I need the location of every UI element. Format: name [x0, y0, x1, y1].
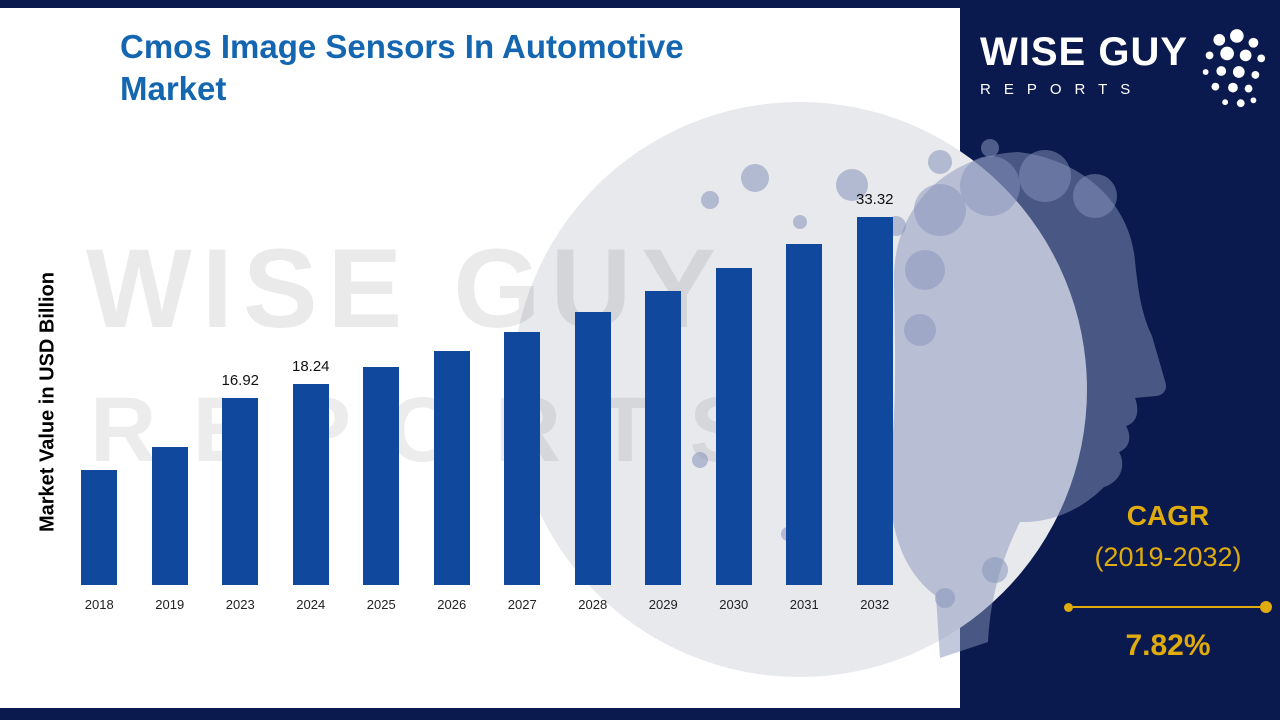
bar-2023 — [222, 398, 259, 585]
bar-slot: 2026 — [417, 217, 488, 612]
cagr-label: CAGR — [1126, 500, 1210, 531]
bar-2027 — [504, 332, 541, 585]
y-axis-label: Market Value in USD Billion — [36, 271, 59, 533]
logo: WISE GUY REPORTS — [980, 29, 1270, 116]
logo-face-icon — [1202, 29, 1266, 108]
cagr-block: CAGR (2019-2032) 7.82% — [1062, 500, 1274, 663]
x-axis-tick-label: 2019 — [155, 597, 185, 612]
top-border — [0, 0, 1280, 8]
bar-slot: 18.24 2024 — [276, 217, 347, 613]
bar-plot: 2018 2019 16.92 2023 18.24 2024 2025 2026 2027 20… — [64, 191, 911, 613]
cagr-range: (2019-2032) — [1094, 542, 1242, 572]
bar-2030 — [715, 268, 752, 585]
bar-2028 — [574, 312, 611, 585]
bar-slot: 2031 — [769, 217, 840, 612]
bar-slot: 2019 — [135, 217, 206, 612]
cagr-value: 7.82% — [1125, 629, 1211, 662]
bar-slot: 2027 — [487, 217, 558, 612]
line-rule — [1073, 606, 1260, 608]
bar-2019 — [151, 446, 188, 585]
bar-value-label: 16.92 — [221, 372, 260, 390]
bar-slot: 16.92 2023 — [205, 217, 276, 612]
x-axis-tick-label: 2027 — [507, 597, 537, 612]
bar-2024 — [292, 383, 329, 585]
x-axis-tick-label: 2029 — [648, 597, 678, 612]
x-axis-tick-label: 2025 — [366, 597, 396, 612]
bar-value-label: 33.32 — [855, 191, 894, 208]
cagr-underline — [1064, 601, 1272, 613]
bar-slot: 2018 — [64, 217, 135, 612]
logo-subtitle: REPORTS — [980, 81, 1144, 98]
bar-slot: 2030 — [699, 217, 770, 612]
watermark-text-line2: REPORTS — [90, 378, 787, 483]
x-axis-tick-label: 2023 — [225, 597, 255, 612]
bar-2032 — [856, 217, 893, 585]
bar-2025 — [363, 367, 400, 585]
face-profile-shape — [889, 152, 1166, 658]
x-axis-tick-label: 2032 — [860, 597, 890, 612]
x-axis-tick-label: 2018 — [84, 597, 114, 612]
bar-2026 — [433, 350, 470, 585]
x-axis-tick-label: 2028 — [578, 597, 608, 612]
watermark-text-line1: WISE GUY — [86, 226, 727, 351]
logo-text-block: WISE GUY REPORTS — [980, 32, 1188, 98]
bar-slot: 2029 — [628, 217, 699, 612]
line-left-dot — [1064, 602, 1073, 612]
x-axis-tick-label: 2024 — [296, 597, 326, 612]
bottom-border — [0, 708, 1280, 720]
x-axis-tick-label: 2030 — [719, 597, 749, 612]
logo-wordmark: WISE GUY — [980, 30, 1189, 74]
bar-2018 — [81, 470, 118, 585]
bar-2031 — [786, 243, 823, 585]
bar-slot: 2025 — [346, 217, 417, 612]
x-axis-tick-label: 2031 — [789, 597, 819, 612]
bar-slot: 33.32 2032 — [840, 191, 911, 612]
chart-title: Cmos Image Sensors In Automotive Market — [120, 28, 684, 107]
line-right-dot — [1260, 601, 1272, 613]
bar-2029 — [645, 291, 682, 585]
x-axis-tick-label: 2026 — [437, 597, 467, 612]
bar-slot: 2028 — [558, 217, 629, 612]
watermark-face-graphic — [692, 139, 1166, 658]
bar-value-label: 18.24 — [291, 357, 330, 375]
